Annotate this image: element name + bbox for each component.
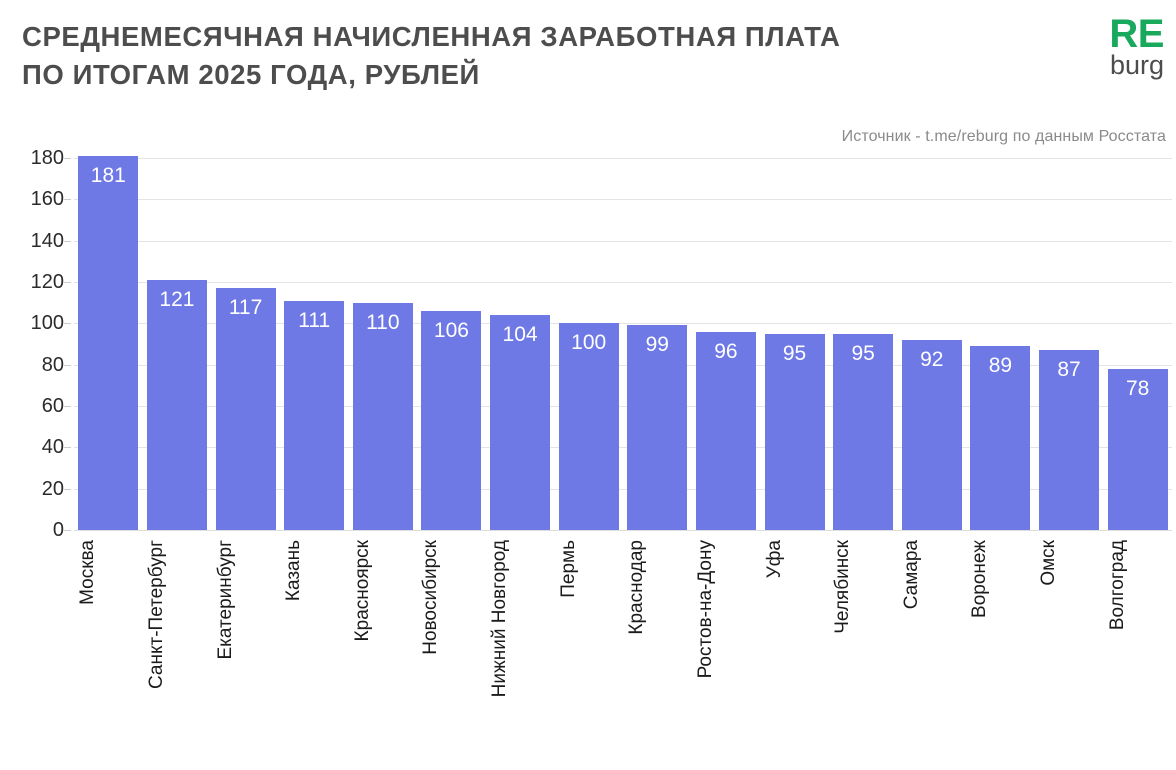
bar-value-label: 106 <box>433 318 469 342</box>
y-axis-tick-label: 80 <box>41 353 64 376</box>
y-axis-tick-label: 100 <box>30 312 64 335</box>
bar[interactable]: 104 <box>490 315 551 530</box>
y-axis-tick-mark <box>64 364 71 366</box>
y-axis-tick-label: 20 <box>41 477 64 500</box>
gridline <box>74 364 1172 366</box>
bar[interactable]: 96 <box>695 331 756 530</box>
bar-value-label: 121 <box>159 287 195 311</box>
y-axis-tick-mark <box>64 282 71 283</box>
logo-text-burg: burg <box>1109 50 1164 80</box>
bar[interactable]: 89 <box>970 346 1031 530</box>
y-axis-tick-label: 180 <box>30 147 64 169</box>
bar-value-label: 95 <box>851 341 875 365</box>
x-axis-tick-label: Волгоград <box>1106 540 1128 631</box>
y-axis-tick-mark <box>64 323 71 325</box>
source-attribution: Источник - t.me/reburg по данным Росстат… <box>841 128 1166 145</box>
x-axis-tick-label: Казань <box>283 540 305 602</box>
bar-value-label: 110 <box>366 310 400 334</box>
y-axis-tick-mark <box>64 530 71 531</box>
bar[interactable]: 181 <box>78 155 139 530</box>
y-axis-tick-label: 120 <box>30 271 64 293</box>
page-title: СРЕДНЕМЕСЯЧНАЯ НАЧИСЛЕННАЯ ЗАРАБОТНАЯ ПЛ… <box>22 21 841 90</box>
bar-value-label: 95 <box>782 341 807 365</box>
bar-value-label: 87 <box>1057 358 1081 382</box>
y-axis-tick-mark <box>64 158 71 159</box>
y-axis-tick-mark <box>64 240 71 242</box>
bar[interactable]: 92 <box>901 339 962 530</box>
x-axis-tick-label: Уфа <box>763 540 785 579</box>
y-axis-tick-mark <box>64 406 71 407</box>
x-axis-tick-label: Челябинск <box>832 540 854 634</box>
bar[interactable]: 111 <box>284 300 345 530</box>
x-axis-tick-label: Краснодар <box>626 540 648 635</box>
bar-value-label: 89 <box>988 354 1013 378</box>
bar-value-label: 100 <box>571 331 607 355</box>
y-axis: 0 20 40 60 80 100 120 140 160 180 <box>0 148 71 540</box>
gridline <box>74 447 1172 449</box>
x-axis-tick-label: Нижний Новгород <box>489 540 511 698</box>
bar-value-label: 181 <box>90 163 126 187</box>
bar-value-label: 99 <box>645 333 669 357</box>
bar[interactable]: 95 <box>764 333 825 530</box>
gridline <box>74 323 1172 325</box>
bar[interactable]: 106 <box>421 310 482 530</box>
plot-area: 181 121 117 111 110 106 104 100 99 96 95 95 92 89 87 78 <box>74 155 1172 531</box>
x-axis-tick-label: Омск <box>1038 540 1060 586</box>
y-axis-tick-label: 60 <box>41 395 64 417</box>
gridline <box>74 240 1172 242</box>
x-axis-tick-label: Воронеж <box>969 540 991 618</box>
x-axis-tick-label: Самара <box>900 540 922 610</box>
gridline <box>74 488 1172 490</box>
y-axis-tick-label: 40 <box>41 436 64 459</box>
x-axis-tick-label: Новосибирск <box>420 540 442 655</box>
x-axis-tick-label: Екатеринбург <box>214 540 236 660</box>
bar-value-label: 104 <box>502 323 538 347</box>
bar[interactable]: 110 <box>352 302 413 530</box>
x-axis-tick-label: Пермь <box>557 540 579 598</box>
x-axis-tick-label: Красноярск <box>351 540 373 642</box>
gridline <box>74 158 1172 159</box>
bar-value-label: 78 <box>1126 376 1150 400</box>
bar-value-label: 92 <box>920 347 944 371</box>
y-axis-tick-mark <box>64 488 71 490</box>
reburg-logo: RE burg <box>1054 14 1164 79</box>
gridline <box>74 406 1172 407</box>
bar[interactable]: 87 <box>1039 350 1100 530</box>
gridline <box>74 282 1172 283</box>
logo-text-re: RE <box>1109 12 1164 56</box>
gridline <box>74 199 1172 201</box>
y-axis-tick-mark <box>64 447 71 449</box>
bar-value-label: 96 <box>714 339 738 363</box>
bar-value-label: 117 <box>228 296 263 320</box>
y-axis-tick-label: 0 <box>52 519 64 541</box>
y-axis-tick-label: 140 <box>30 229 64 252</box>
bar[interactable]: 78 <box>1107 368 1168 530</box>
bar[interactable]: 117 <box>215 288 276 530</box>
x-axis-tick-label: Ростов-на-Дону <box>694 540 716 679</box>
bar[interactable]: 95 <box>833 333 894 530</box>
x-axis-tick-label: Санкт-Петербург <box>145 540 167 690</box>
bar[interactable]: 100 <box>558 323 619 530</box>
chart-header: СРЕДНЕМЕСЯЧНАЯ НАЧИСЛЕННАЯ ЗАРАБОТНАЯ ПЛ… <box>0 0 1176 120</box>
y-axis-tick-mark <box>64 199 71 201</box>
gridline <box>74 530 1172 531</box>
bar[interactable]: 121 <box>146 279 207 530</box>
bar[interactable]: 99 <box>627 325 688 530</box>
y-axis-tick-label: 160 <box>30 188 64 211</box>
bar-value-label: 111 <box>298 308 331 332</box>
x-axis-tick-label: Москва <box>77 540 99 605</box>
